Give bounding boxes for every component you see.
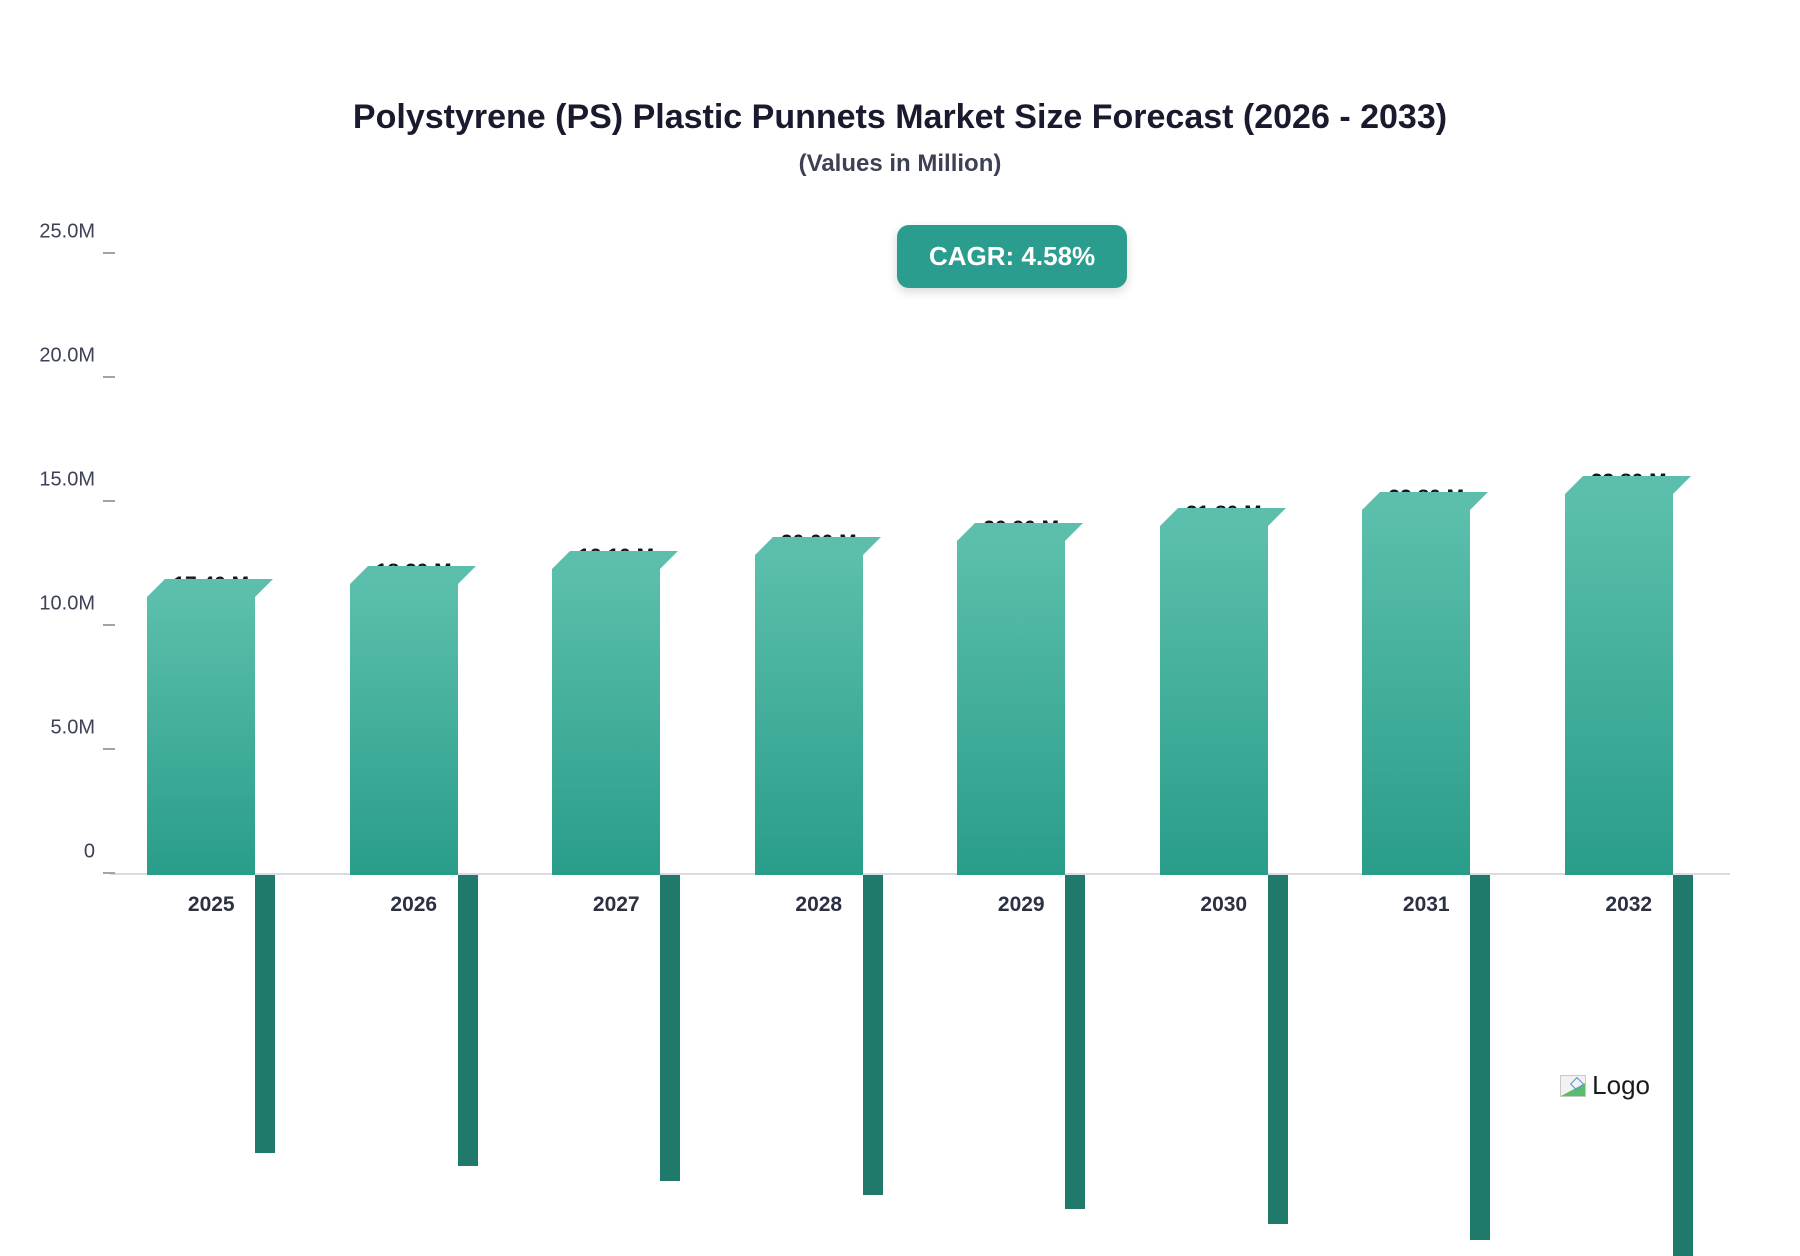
bar-slot-0: 17.40 M bbox=[110, 255, 313, 875]
bar-front-2031[interactable] bbox=[1362, 510, 1470, 875]
bar-top-2028 bbox=[755, 537, 881, 555]
chart-subtitle: (Values in Million) bbox=[0, 150, 1800, 178]
x-label-2029[interactable]: 2029 bbox=[920, 893, 1123, 933]
y-tick-0: 0 bbox=[84, 841, 95, 864]
bars-row: 17.40 M 18.20 M 19.10 M bbox=[110, 255, 1730, 875]
x-label-2032[interactable]: 2032 bbox=[1528, 893, 1731, 933]
x-label-2031[interactable]: 2031 bbox=[1325, 893, 1528, 933]
x-label-2025[interactable]: 2025 bbox=[110, 893, 313, 933]
bar-front-2030[interactable] bbox=[1160, 526, 1268, 875]
bar-slot-5: 21.80 M bbox=[1123, 255, 1326, 875]
y-tick-mark-5 bbox=[103, 252, 115, 254]
bar-slot-3: 20.00 M bbox=[718, 255, 921, 875]
bar-slot-6: 22.80 M bbox=[1325, 255, 1528, 875]
bar-top-2025 bbox=[147, 579, 273, 597]
x-label-2028[interactable]: 2028 bbox=[718, 893, 921, 933]
bar-front-2029[interactable] bbox=[957, 541, 1065, 875]
logo-text: Logo bbox=[1592, 1070, 1650, 1101]
plot-area: 0 5.0M 10.0M 15.0M 20.0M 25.0M CAGR: 4.5… bbox=[110, 255, 1730, 875]
x-label-2026[interactable]: 2026 bbox=[313, 893, 516, 933]
bar-slot-1: 18.20 M bbox=[313, 255, 516, 875]
logo-area: Logo bbox=[1560, 1070, 1650, 1101]
bar-top-2026 bbox=[350, 566, 476, 584]
bar-top-2032 bbox=[1565, 476, 1691, 494]
bar-slot-7: 23.80 M bbox=[1528, 255, 1731, 875]
y-axis-labels: 0 5.0M 10.0M 15.0M 20.0M 25.0M bbox=[0, 255, 105, 875]
bar-top-2029 bbox=[957, 523, 1083, 541]
bar-top-2030 bbox=[1160, 508, 1286, 526]
bar-front-2027[interactable] bbox=[552, 569, 660, 875]
bar-front-2028[interactable] bbox=[755, 555, 863, 875]
bar-slot-2: 19.10 M bbox=[515, 255, 718, 875]
bar-front-2032[interactable] bbox=[1565, 494, 1673, 875]
bar-top-2031 bbox=[1362, 492, 1488, 510]
bar-top-2027 bbox=[552, 551, 678, 569]
bar-front-2026[interactable] bbox=[350, 584, 458, 875]
x-axis-labels: 2025 2026 2027 2028 2029 2030 2031 2032 bbox=[110, 893, 1730, 933]
y-tick-3: 15.0M bbox=[39, 469, 95, 492]
logo-icon bbox=[1560, 1075, 1586, 1097]
bar-front-2025[interactable] bbox=[147, 597, 255, 875]
chart-container: Polystyrene (PS) Plastic Punnets Market … bbox=[0, 0, 1800, 1156]
y-tick-1: 5.0M bbox=[51, 717, 95, 740]
x-label-2027[interactable]: 2027 bbox=[515, 893, 718, 933]
bar-slot-4: 20.90 M bbox=[920, 255, 1123, 875]
y-tick-4: 20.0M bbox=[39, 345, 95, 368]
chart-title: Polystyrene (PS) Plastic Punnets Market … bbox=[0, 98, 1800, 137]
x-label-2030[interactable]: 2030 bbox=[1123, 893, 1326, 933]
y-tick-5: 25.0M bbox=[39, 221, 95, 244]
y-tick-2: 10.0M bbox=[39, 593, 95, 616]
